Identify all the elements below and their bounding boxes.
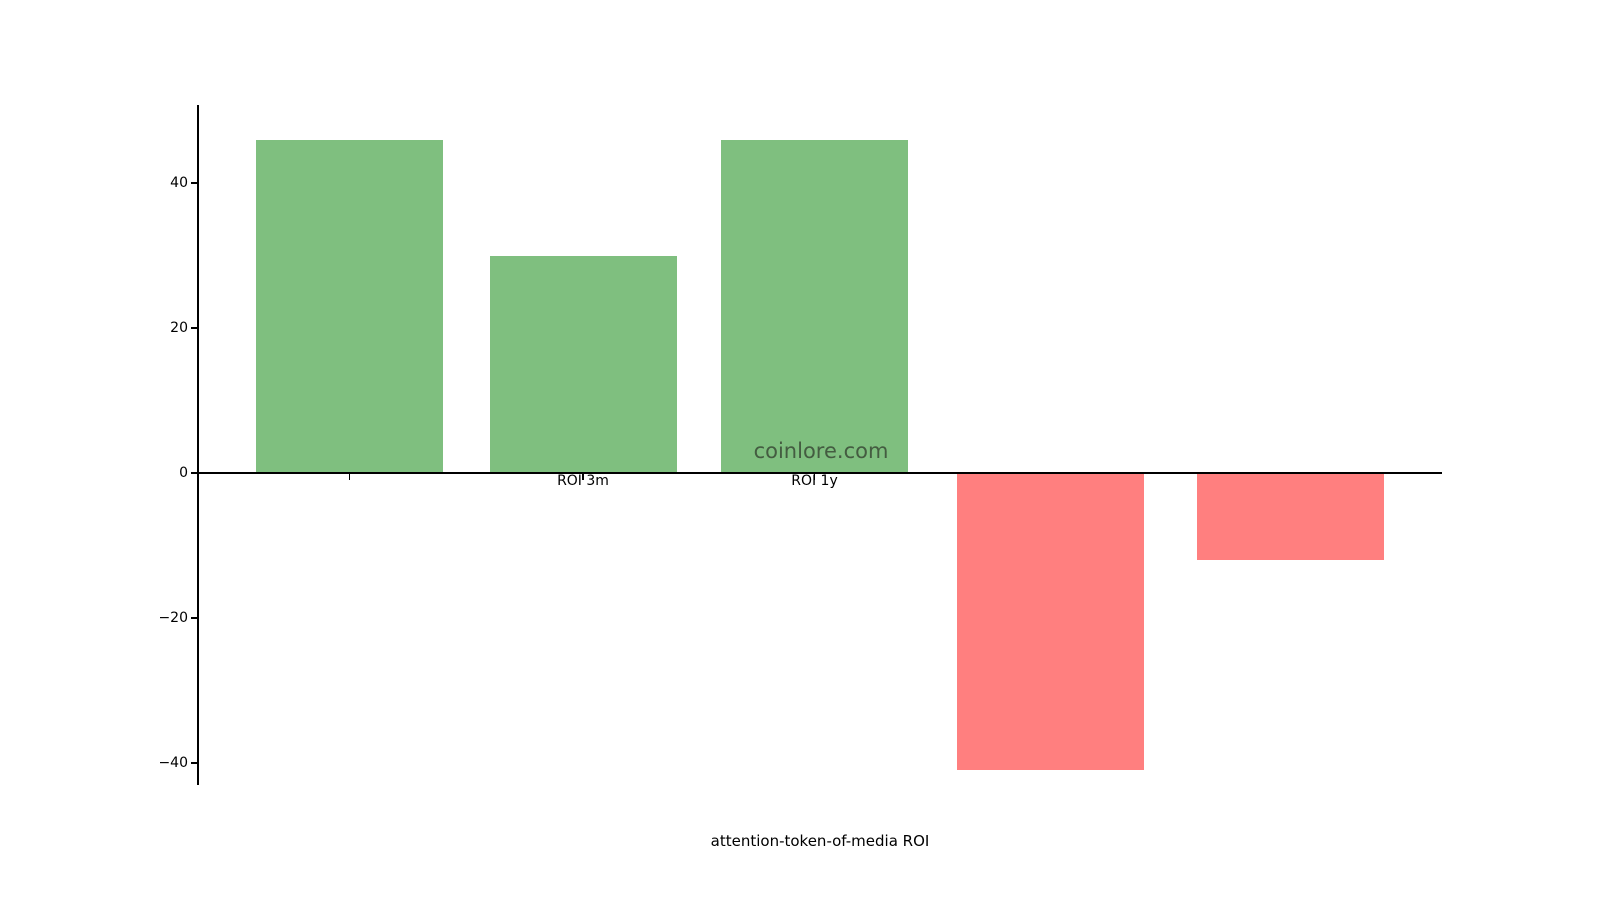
x-axis-zero-line	[198, 472, 1442, 474]
bar-4	[956, 473, 1144, 771]
y-tick-label: −40	[158, 755, 188, 771]
y-axis-tick	[191, 327, 198, 329]
x-tick-label: ROI 3m	[557, 473, 609, 489]
x-axis-tick	[813, 473, 816, 480]
y-axis-tick	[191, 182, 198, 184]
x-tick-label: ROI 1y	[791, 473, 838, 489]
y-axis-tick	[191, 472, 198, 474]
chart-xlabel: attention-token-of-media ROI	[710, 832, 930, 850]
bar-3	[721, 139, 908, 473]
y-axis-line	[197, 105, 199, 785]
y-tick-label: 40	[170, 175, 188, 191]
x-axis-tick	[348, 473, 351, 480]
y-axis-tick	[191, 617, 198, 619]
y-tick-label: 20	[170, 320, 188, 336]
y-axis-tick	[191, 762, 198, 764]
watermark-text: coinlore.com	[753, 439, 889, 463]
x-axis-tick	[582, 473, 584, 480]
bar-5	[1196, 473, 1384, 560]
bar-1	[256, 139, 443, 473]
y-tick-label: 0	[179, 465, 188, 481]
y-tick-label: −20	[158, 610, 188, 626]
bar-2	[489, 255, 677, 473]
